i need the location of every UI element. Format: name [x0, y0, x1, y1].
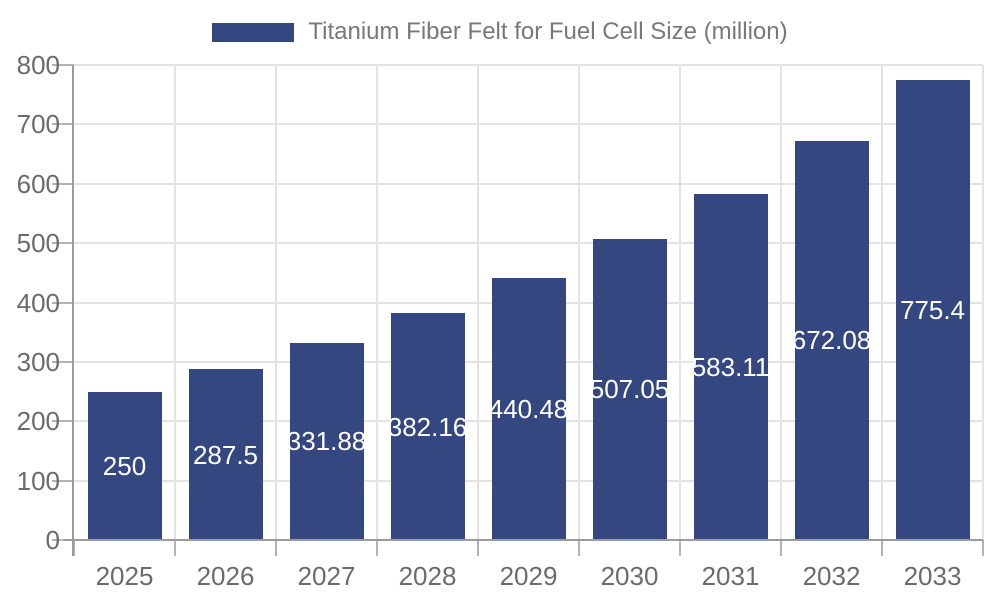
- chart-legend[interactable]: Titanium Fiber Felt for Fuel Cell Size (…: [0, 15, 1000, 49]
- x-gridline: [881, 65, 883, 540]
- bar-2032[interactable]: 672.08: [791, 140, 872, 540]
- x-axis-tick-label: 2027: [297, 561, 356, 591]
- x-axis-tick: [780, 540, 782, 556]
- x-axis-tick: [376, 540, 378, 556]
- bar-value-label: 440.48: [488, 394, 569, 425]
- y-gridline: [74, 123, 983, 126]
- x-gridline: [376, 65, 378, 540]
- bar-2028[interactable]: 382.16: [387, 313, 468, 540]
- y-axis-tick-label: 300: [16, 346, 60, 377]
- x-gridline: [679, 65, 681, 540]
- y-axis-tick-label: 700: [16, 109, 60, 140]
- x-gridline: [982, 65, 984, 540]
- y-axis-tick: [52, 182, 74, 185]
- bar-value-label: 507.05: [589, 374, 670, 405]
- y-axis-line: [72, 65, 74, 556]
- bar-value-label: 775.4: [899, 294, 966, 325]
- y-axis-tick-label: 400: [16, 287, 60, 318]
- y-axis-tick: [52, 301, 74, 304]
- bar-2025[interactable]: 250: [87, 391, 162, 540]
- legend-swatch: [212, 22, 295, 42]
- bar-value-label: 287.5: [192, 439, 259, 470]
- x-gridline: [578, 65, 580, 540]
- x-axis-tick: [477, 540, 479, 556]
- x-axis-tick-label: 2029: [499, 561, 558, 591]
- bar-2026[interactable]: 287.5: [188, 369, 263, 540]
- x-axis-tick-label: 2025: [95, 561, 154, 591]
- y-axis-tick-label: 0: [45, 525, 60, 555]
- x-gridline: [477, 65, 479, 540]
- bar-2033[interactable]: 775.4: [895, 79, 970, 540]
- y-axis-tick-label: 800: [16, 50, 60, 80]
- x-axis-tick: [881, 540, 883, 556]
- bar-value-label: 382.16: [387, 411, 468, 442]
- x-axis-line: [64, 539, 983, 541]
- x-axis-tick-label: 2031: [701, 561, 760, 591]
- x-gridline: [780, 65, 782, 540]
- y-axis-tick: [52, 420, 74, 423]
- x-axis-tick-label: 2026: [196, 561, 255, 591]
- y-axis-tick: [52, 242, 74, 245]
- bar-value-label: 583.11: [691, 351, 770, 382]
- x-axis-tick: [73, 540, 75, 556]
- x-axis-tick: [578, 540, 580, 556]
- bar-value-label: 672.08: [791, 325, 872, 356]
- x-axis-tick: [275, 540, 277, 556]
- y-gridline: [74, 182, 983, 185]
- plot-area: 250 287.5 331.88 382.16 440.48 507.05 583.11 67…: [74, 64, 984, 540]
- x-gridline: [174, 65, 176, 540]
- legend-label: Titanium Fiber Felt for Fuel Cell Size (…: [308, 18, 788, 45]
- y-axis-tick-label: 600: [16, 168, 60, 199]
- x-axis-tick-label: 2028: [398, 561, 457, 591]
- x-axis-tick-label: 2033: [903, 561, 962, 591]
- y-axis-tick-label: 100: [16, 465, 60, 496]
- y-axis-tick: [52, 479, 74, 482]
- bar-value-label: 250: [102, 450, 147, 481]
- y-axis-tick: [52, 539, 74, 541]
- y-axis-tick: [52, 360, 74, 363]
- bar-2027[interactable]: 331.88: [286, 342, 367, 540]
- bar-2029[interactable]: 440.48: [488, 278, 569, 540]
- x-axis-tick: [982, 540, 984, 556]
- y-axis-tick: [52, 123, 74, 126]
- x-axis-tick-label: 2030: [600, 561, 659, 591]
- y-gridline: [74, 242, 983, 245]
- y-axis-tick-label: 200: [16, 406, 60, 437]
- x-axis-tick: [679, 540, 681, 556]
- bar-value-label: 331.88: [286, 426, 367, 457]
- x-axis-tick: [174, 540, 176, 556]
- bar-2031[interactable]: 583.11: [691, 193, 770, 540]
- x-axis-tick-label: 2032: [802, 561, 861, 591]
- y-axis-tick: [52, 64, 74, 66]
- bar-2030[interactable]: 507.05: [589, 238, 670, 540]
- x-gridline: [275, 65, 277, 540]
- y-axis-tick-label: 500: [16, 228, 60, 259]
- y-gridline: [74, 64, 983, 66]
